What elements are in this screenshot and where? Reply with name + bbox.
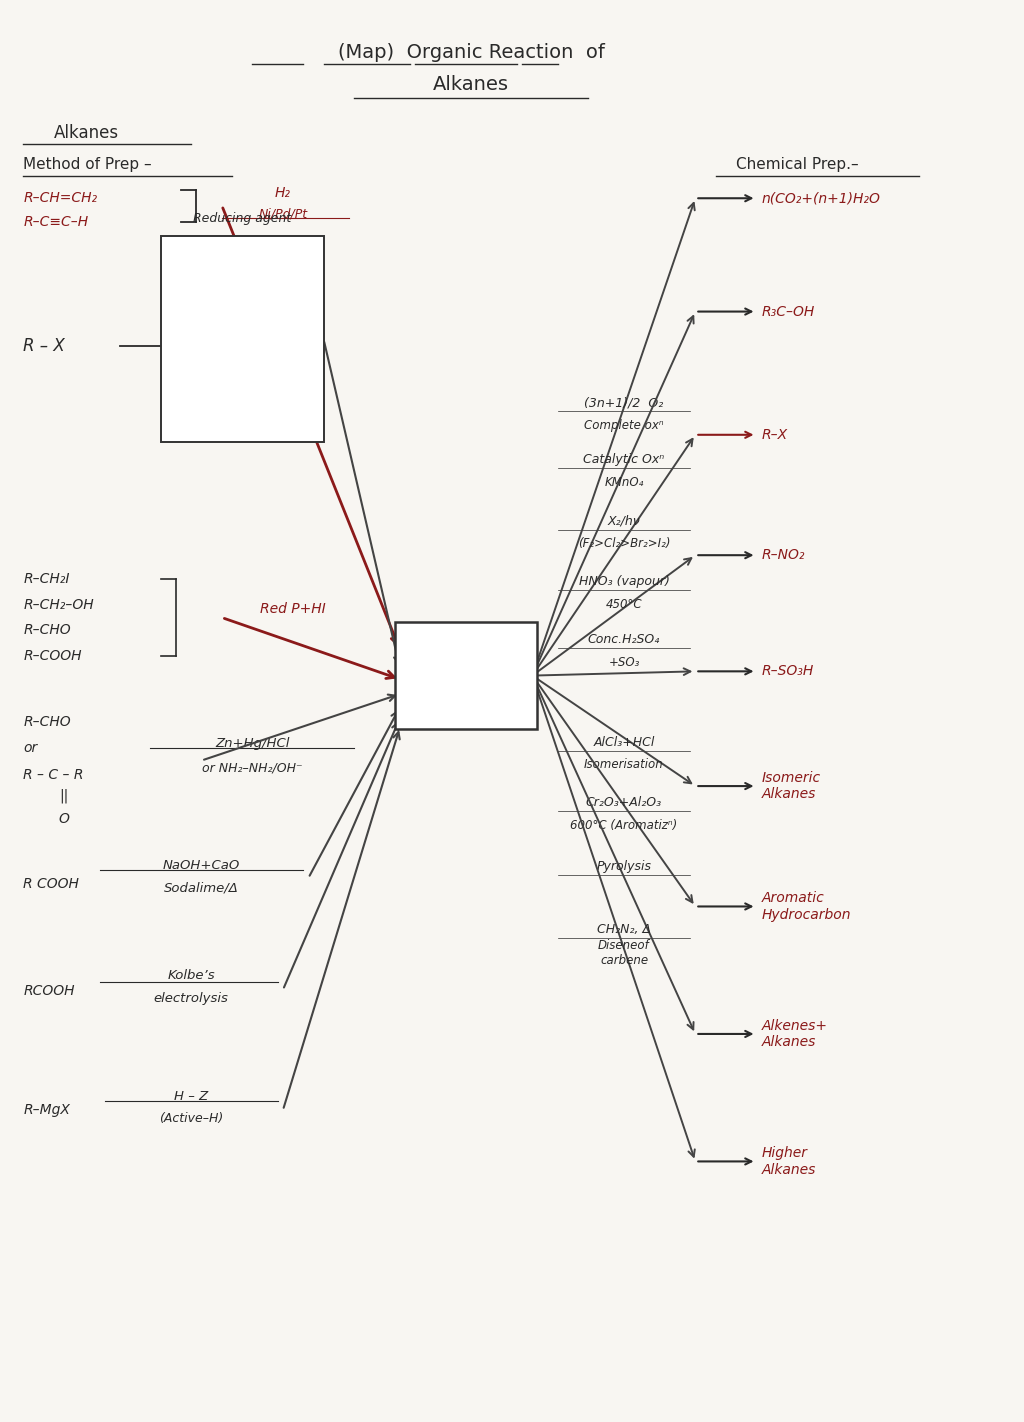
Text: electrolysis: electrolysis xyxy=(154,993,228,1005)
Text: Alkanes: Alkanes xyxy=(53,124,119,142)
Text: KMnO₄: KMnO₄ xyxy=(604,476,644,489)
Text: R₃C–OH: R₃C–OH xyxy=(762,304,815,319)
Text: NaOH+CaO: NaOH+CaO xyxy=(163,859,240,872)
Text: n(CO₂+(n+1)H₂O: n(CO₂+(n+1)H₂O xyxy=(762,191,881,205)
Text: HNO₃ (vapour): HNO₃ (vapour) xyxy=(579,574,670,587)
Text: R–X: R–X xyxy=(762,428,787,442)
Text: R–COOH: R–COOH xyxy=(24,648,82,663)
Text: Pyrolysis: Pyrolysis xyxy=(597,860,651,873)
Text: Frankland rxⁿ: Frankland rxⁿ xyxy=(167,343,246,357)
Text: R–CH₂–OH: R–CH₂–OH xyxy=(24,597,94,611)
Text: R COOH: R COOH xyxy=(24,877,79,890)
Text: Kolbe’s: Kolbe’s xyxy=(167,970,215,983)
Text: Zn+Hg/HCl: Zn+Hg/HCl xyxy=(215,737,290,749)
Text: R–C≡C–H: R–C≡C–H xyxy=(24,215,88,229)
Text: CH₂N₂, Δ: CH₂N₂, Δ xyxy=(597,923,651,936)
Text: Chemical Prep.–: Chemical Prep.– xyxy=(736,156,859,172)
Bar xyxy=(161,236,324,442)
Text: or: or xyxy=(24,741,38,755)
Text: Complete oxⁿ: Complete oxⁿ xyxy=(585,419,664,432)
Text: H₂: H₂ xyxy=(274,186,291,199)
Text: R–CH=CH₂: R–CH=CH₂ xyxy=(24,191,97,205)
Text: Corry house rxⁿ: Corry house rxⁿ xyxy=(167,405,259,418)
Text: Catalytic Oxⁿ: Catalytic Oxⁿ xyxy=(584,454,665,466)
Text: R–CHO: R–CHO xyxy=(24,715,71,729)
Text: Sodalime/Δ: Sodalime/Δ xyxy=(164,882,239,894)
Text: (F₂>Cl₂>Br₂>I₂): (F₂>Cl₂>Br₂>I₂) xyxy=(578,538,671,550)
Text: R – C – R: R – C – R xyxy=(24,768,84,782)
Text: Higher
Alkanes: Higher Alkanes xyxy=(762,1146,816,1176)
Text: or NH₂–NH₂/OH⁻: or NH₂–NH₂/OH⁻ xyxy=(202,761,303,774)
Text: Aromatic
Hydrocarbon: Aromatic Hydrocarbon xyxy=(762,892,851,921)
Text: X₂/hν: X₂/hν xyxy=(607,515,640,528)
Text: Na, dry ether: Na, dry ether xyxy=(167,250,245,263)
Text: Isomeric
Alkanes: Isomeric Alkanes xyxy=(762,771,820,801)
Text: Alkanes: Alkanes xyxy=(433,75,509,94)
Text: Reducing agent: Reducing agent xyxy=(193,212,291,225)
Text: Cr₂O₃+Al₂O₃: Cr₂O₃+Al₂O₃ xyxy=(586,796,663,809)
Text: 450°C: 450°C xyxy=(606,597,642,610)
Text: Red P+HI: Red P+HI xyxy=(260,602,326,616)
Text: Method of Prep –: Method of Prep – xyxy=(24,156,152,172)
Text: O: O xyxy=(58,812,70,826)
Text: Ni/Pd/Pt: Ni/Pd/Pt xyxy=(258,208,307,220)
Text: R–CH₂I: R–CH₂I xyxy=(24,572,70,586)
Text: R–SO₃H: R–SO₃H xyxy=(762,664,814,678)
Text: Alkenes+
Alkanes: Alkenes+ Alkanes xyxy=(762,1018,827,1049)
FancyBboxPatch shape xyxy=(395,623,538,728)
Text: RCOOH: RCOOH xyxy=(24,984,75,998)
Text: R–CHO: R–CHO xyxy=(24,623,71,637)
Text: R – H: R – H xyxy=(437,665,495,685)
Text: Conc.H₂SO₄: Conc.H₂SO₄ xyxy=(588,633,660,646)
Text: Isomerisation: Isomerisation xyxy=(584,758,664,771)
Text: Diseneof
carbene: Diseneof carbene xyxy=(598,939,650,967)
Text: R – X: R – X xyxy=(24,337,65,354)
Text: +SO₃: +SO₃ xyxy=(608,656,640,668)
Text: (Map)  Organic Reaction  of: (Map) Organic Reaction of xyxy=(338,43,605,61)
Text: Wurtz rxⁿ: Wurtz rxⁿ xyxy=(167,282,222,294)
Text: Zn, R’–x: Zn, R’–x xyxy=(167,313,214,326)
Text: H – Z: H – Z xyxy=(174,1089,208,1103)
Text: (Active–H): (Active–H) xyxy=(159,1112,223,1125)
Text: (3n+1)/2  O₂: (3n+1)/2 O₂ xyxy=(585,397,664,410)
Text: R–NO₂: R–NO₂ xyxy=(762,549,805,562)
Text: AlCl₃+HCl: AlCl₃+HCl xyxy=(593,735,654,748)
Text: Li, CuI, R’–x: Li, CuI, R’–x xyxy=(167,374,236,387)
Text: R–MgX: R–MgX xyxy=(24,1103,70,1118)
Text: 600°C (Aromatizⁿ): 600°C (Aromatizⁿ) xyxy=(570,819,678,832)
Text: ||: || xyxy=(58,789,68,803)
